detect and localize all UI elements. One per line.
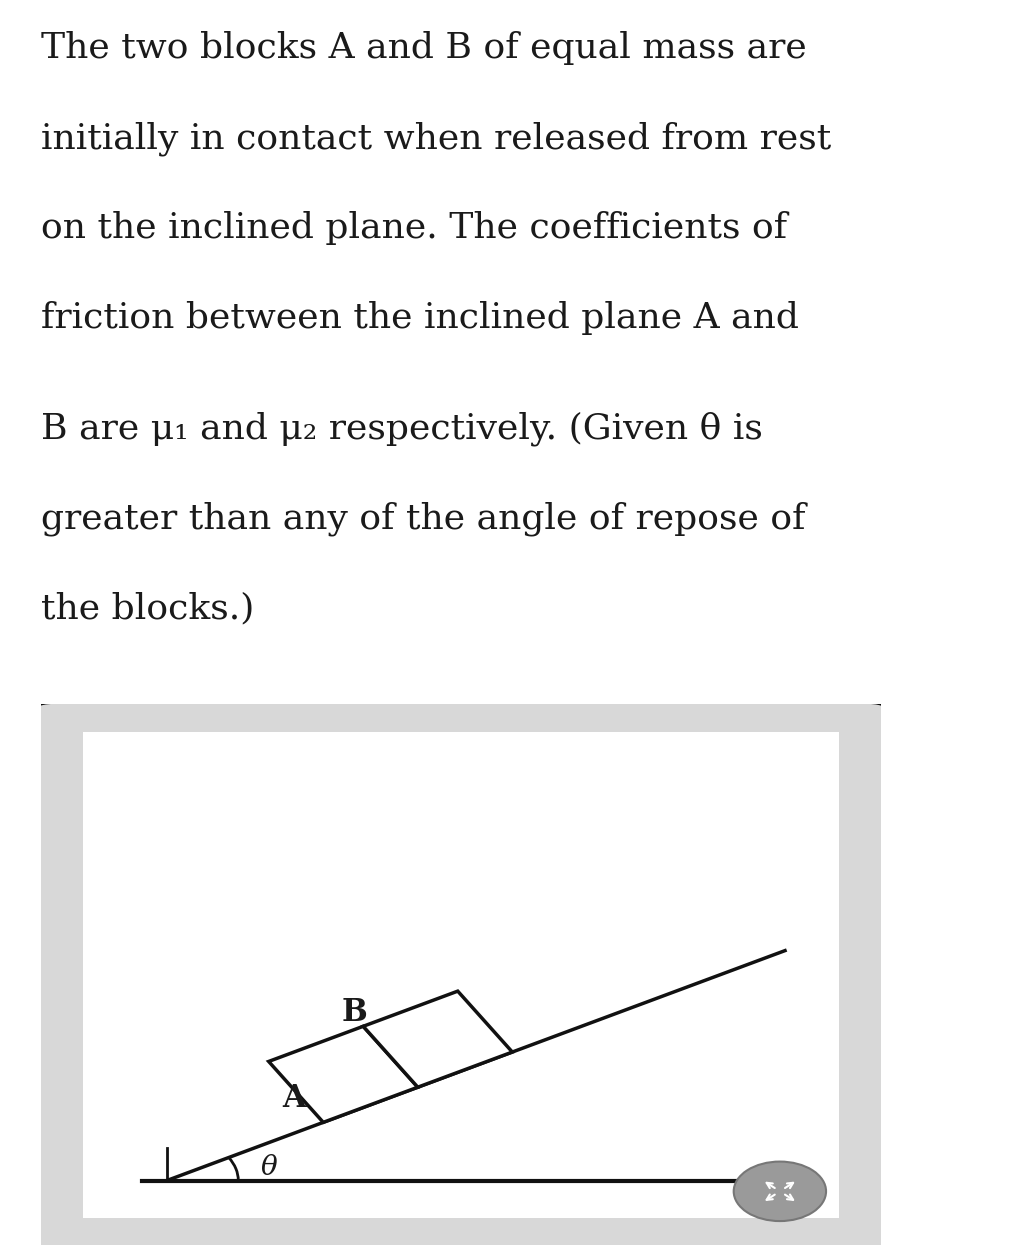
Text: greater than any of the angle of repose of: greater than any of the angle of repose … — [41, 502, 806, 536]
Text: A: A — [282, 1083, 306, 1113]
Text: B: B — [342, 998, 368, 1028]
FancyBboxPatch shape — [83, 732, 839, 1218]
Text: the blocks.): the blocks.) — [41, 591, 254, 626]
FancyBboxPatch shape — [29, 699, 893, 1253]
Polygon shape — [364, 991, 512, 1087]
Text: on the inclined plane. The coefficients of: on the inclined plane. The coefficients … — [41, 211, 787, 245]
Text: θ: θ — [260, 1155, 276, 1181]
Polygon shape — [268, 1027, 418, 1122]
Circle shape — [734, 1161, 826, 1222]
Text: Feedback: Feedback — [901, 655, 916, 728]
Text: The two blocks A and B of equal mass are: The two blocks A and B of equal mass are — [41, 31, 807, 65]
Text: initially in contact when released from rest: initially in contact when released from … — [41, 121, 831, 156]
Text: B are μ₁ and μ₂ respectively. (Given θ is: B are μ₁ and μ₂ respectively. (Given θ i… — [41, 411, 763, 447]
Text: friction between the inclined plane A and: friction between the inclined plane A an… — [41, 301, 799, 336]
